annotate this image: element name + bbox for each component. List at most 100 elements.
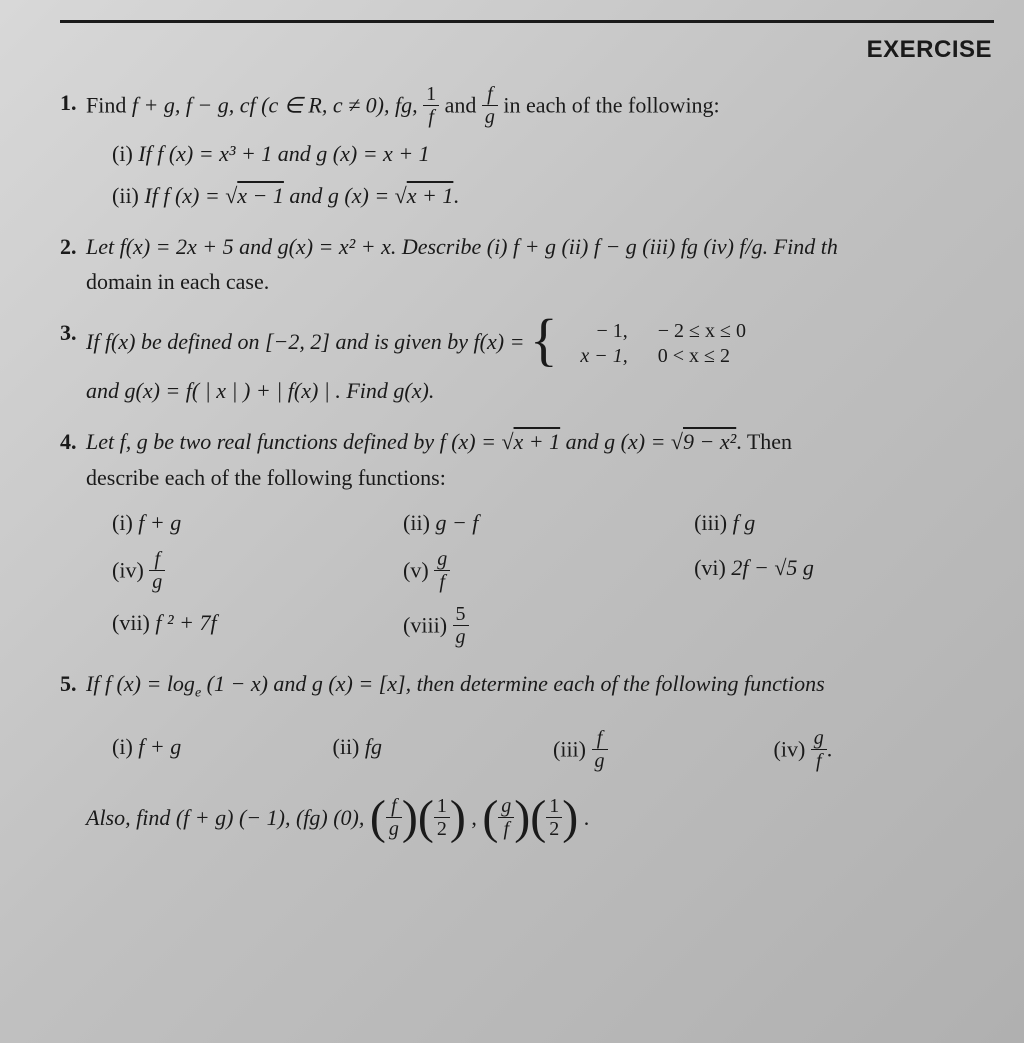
q3-number: 3. — [60, 315, 86, 408]
q4-iv-den: g — [149, 571, 165, 593]
q4-i: (i) f + g — [112, 505, 403, 540]
q4-root2: 9 − x² — [683, 429, 736, 454]
q4-v-num: g — [434, 548, 450, 571]
q5-iv: (iv) g f . — [774, 729, 995, 774]
paren-open-icon: ( — [370, 794, 386, 842]
q4-vi: (vi) 2f − √5 g — [694, 550, 985, 595]
q5-comma: , — [471, 805, 482, 830]
q4-v-frac: g f — [434, 548, 450, 593]
q4-iv-frac: f g — [149, 548, 165, 593]
q5-pf1-num: f — [386, 795, 402, 818]
q2-line-a: Let f(x) = 2x + 5 and g(x) = x² + x. Des… — [86, 229, 994, 264]
q5-also-text: Also, find (f + g) (− 1), (fg) (0), — [86, 805, 370, 830]
page-container: EXERCISE 1. Find f + g, f − g, cf (c ∈ R… — [0, 0, 1024, 874]
q4-c: . Then — [736, 429, 792, 454]
q3-text-a: If f(x) be defined on [−2, 2] and is giv… — [86, 329, 530, 354]
q1-sub-ii: (ii) If f (x) = √x − 1 and g (x) = √x + … — [112, 178, 994, 213]
q1-frac2-num: f — [482, 83, 498, 106]
exercise-heading: EXERCISE — [60, 31, 994, 69]
q1-and: and — [445, 93, 482, 118]
q1-text-after: in each of the following: — [503, 93, 719, 118]
q4-a: Let f, g be two real functions defined b… — [86, 429, 514, 454]
q2-body: Let f(x) = 2x + 5 and g(x) = x² + x. Des… — [86, 229, 994, 299]
q5-iii-num: f — [592, 727, 608, 750]
q4-ii-val: g − f — [435, 510, 478, 535]
q1-ii-label: (ii) — [112, 183, 139, 208]
q5-iv-frac: g f — [811, 727, 827, 772]
q5-sub-e: e — [195, 685, 201, 700]
q5-pf2-arg: 1 2 — [546, 795, 562, 840]
q4-number: 4. — [60, 424, 86, 650]
q5-i: (i) f + g — [112, 729, 333, 774]
paren-open-icon: ( — [530, 794, 546, 842]
q5-also: Also, find (f + g) (− 1), (fg) (0), ( f … — [86, 796, 994, 844]
q5-iii-label: (iii) — [553, 736, 586, 761]
q4-options: (i) f + g (ii) g − f (iii) f g (iv) f g — [112, 495, 994, 650]
q4-d: describe each of the following functions… — [86, 460, 994, 495]
q4-v-den: f — [434, 571, 450, 593]
q5-i-val: f + g — [138, 734, 181, 759]
q3-body: If f(x) be defined on [−2, 2] and is giv… — [86, 315, 994, 408]
q5-period: . — [584, 805, 590, 830]
q5-pf1-frac: f g — [386, 795, 402, 840]
q5-pf2-num: g — [498, 795, 514, 818]
q5-pf2-frac: g f — [498, 795, 514, 840]
q1-ii-root1: x − 1 — [237, 183, 284, 208]
q5-pf2-arg-num: 1 — [546, 795, 562, 818]
q4-iii: (iii) f g — [694, 505, 985, 540]
q5-pf2: ( g f ) ( 1 2 ) — [482, 796, 578, 844]
q3-pw-r1-cond: − 2 ≤ x ≤ 0 — [658, 320, 746, 342]
q4-vi-val: 2f − √5 g — [731, 555, 814, 580]
q1-text-before: Find — [86, 93, 132, 118]
q4-viii-label: (viii) — [403, 612, 447, 637]
q5-pf1-arg-den: 2 — [434, 818, 450, 840]
q3-piecewise: { − 1, − 2 ≤ x ≤ 0 x − 1, 0 < x ≤ 2 — [530, 315, 746, 373]
q5-options: (i) f + g (ii) fg (iii) f g (iv) — [112, 719, 994, 774]
q5-iii-den: g — [592, 750, 608, 772]
top-rule — [60, 20, 994, 23]
q1-frac1-den: f — [423, 106, 439, 128]
q5-pf1: ( f g ) ( 1 2 ) — [370, 796, 466, 844]
q4-ii-label: (ii) — [403, 510, 430, 535]
paren-close-icon: ) — [514, 794, 530, 842]
q5-pf1-arg-num: 1 — [434, 795, 450, 818]
q3-pw-r2-val: x − 1, — [558, 344, 628, 369]
q5-iv-den: f — [811, 750, 827, 772]
q5-pf1-arg: 1 2 — [434, 795, 450, 840]
q1-expr-list: f + g, f − g, cf (c ∈ R, c ≠ 0), fg, — [132, 93, 423, 118]
q4-iv-label: (iv) — [112, 557, 144, 582]
q5-a: If f (x) = log — [86, 671, 195, 696]
q5-i-label: (i) — [112, 734, 133, 759]
q4-root1: x + 1 — [514, 429, 561, 454]
q4-viii-frac: 5 g — [453, 603, 469, 648]
q5-pf2-den: f — [498, 818, 514, 840]
q1-frac1-num: 1 — [423, 83, 439, 106]
paren-close-icon: ) — [402, 794, 418, 842]
q4-vi-label: (vi) — [694, 555, 726, 580]
q1-i-label: (i) — [112, 141, 133, 166]
q3-pw-r1-val: − 1, — [558, 319, 628, 344]
paren-close-icon: ) — [562, 794, 578, 842]
q5-pf2-arg-den: 2 — [546, 818, 562, 840]
q1-sub-i: (i) If f (x) = x³ + 1 and g (x) = x + 1 — [112, 136, 994, 171]
q4-iii-val: f g — [733, 510, 756, 535]
q1-ii-c: . — [453, 183, 459, 208]
q1-i-text: If f (x) = x³ + 1 and g (x) = x + 1 — [138, 141, 429, 166]
q4-b: and g (x) = √ — [566, 429, 683, 454]
q4-iv-num: f — [149, 548, 165, 571]
q3-pw-r2-cond: 0 < x ≤ 2 — [658, 345, 730, 367]
q1-number: 1. — [60, 85, 86, 212]
q4-body: Let f, g be two real functions defined b… — [86, 424, 994, 650]
question-4: 4. Let f, g be two real functions define… — [60, 424, 994, 650]
q3-pw-rows: − 1, − 2 ≤ x ≤ 0 x − 1, 0 < x ≤ 2 — [558, 319, 746, 369]
q5-iv-suffix: . — [827, 736, 833, 761]
q4-vii-label: (vii) — [112, 610, 150, 635]
paren-open-icon: ( — [418, 794, 434, 842]
q1-body: Find f + g, f − g, cf (c ∈ R, c ≠ 0), fg… — [86, 85, 994, 212]
q4-viii-num: 5 — [453, 603, 469, 626]
paren-close-icon: ) — [450, 794, 466, 842]
q5-number: 5. — [60, 666, 86, 844]
q5-iii-frac: f g — [592, 727, 608, 772]
paren-open-icon: ( — [482, 794, 498, 842]
q5-ii-val: fg — [365, 734, 382, 759]
